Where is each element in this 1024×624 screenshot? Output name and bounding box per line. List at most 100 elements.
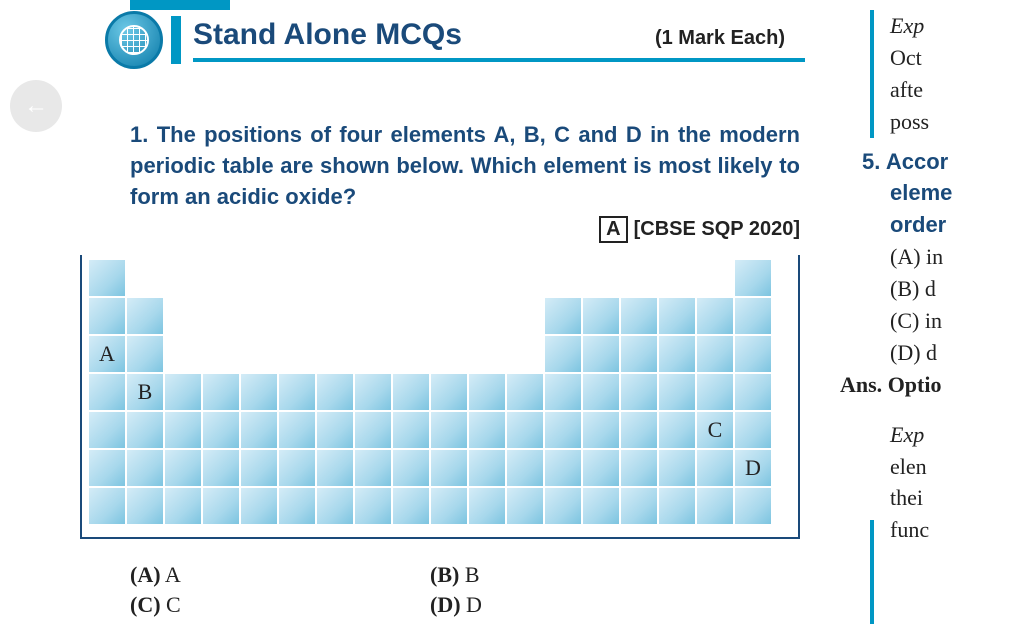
pt-cell — [658, 411, 696, 449]
pt-cell — [316, 487, 354, 525]
pt-cell — [582, 411, 620, 449]
pt-cell — [316, 411, 354, 449]
page: ← Stand Alone MCQs (1 Mark Each) 1. The … — [0, 0, 1024, 624]
table-border-left — [80, 255, 82, 539]
option-d[interactable]: (D) D — [430, 592, 482, 618]
pt-cell — [202, 373, 240, 411]
pt-cell — [506, 487, 544, 525]
q5-option-d[interactable]: (D) d — [890, 337, 1024, 369]
option-a-label: (A) — [130, 562, 161, 587]
pt-cell — [88, 487, 126, 525]
question-1: 1. The positions of four elements A, B, … — [130, 120, 800, 243]
pt-cell — [88, 373, 126, 411]
rc-exp-heading: Exp — [890, 10, 1024, 42]
periodic-table: ABCD — [80, 255, 800, 555]
nav-back-button[interactable]: ← — [10, 80, 62, 132]
pt-cell — [316, 373, 354, 411]
pt-cell — [354, 411, 392, 449]
pt-cell — [354, 449, 392, 487]
pt-cell — [240, 411, 278, 449]
question-source: A[CBSE SQP 2020] — [130, 216, 800, 243]
pt-cell — [164, 411, 202, 449]
pt-cell — [696, 335, 734, 373]
option-c[interactable]: (C) C — [130, 592, 181, 618]
pt-cell — [734, 487, 772, 525]
pt-cell — [620, 449, 658, 487]
pt-cell — [582, 335, 620, 373]
rc-line: thei — [890, 482, 1024, 514]
pt-cell — [620, 411, 658, 449]
pt-cell — [430, 373, 468, 411]
right-column: Exp Oct afte poss 5. Accor eleme order (… — [890, 10, 1024, 546]
q5-option-b[interactable]: (B) d — [890, 273, 1024, 305]
pt-cell — [240, 487, 278, 525]
pt-cell — [696, 297, 734, 335]
source-tag: A — [599, 216, 627, 243]
pt-cell-A: A — [88, 335, 126, 373]
pt-cell — [88, 411, 126, 449]
q5-text-a: Accor — [886, 149, 948, 174]
globe-inner-icon — [119, 25, 149, 55]
pt-cell — [88, 449, 126, 487]
pt-cell — [126, 335, 164, 373]
pt-cell — [468, 487, 506, 525]
pt-cell — [696, 449, 734, 487]
pt-cell — [468, 449, 506, 487]
pt-cell — [278, 373, 316, 411]
pt-cell — [658, 373, 696, 411]
pt-cell — [126, 411, 164, 449]
pt-cell — [734, 373, 772, 411]
rc-line: elen — [890, 451, 1024, 483]
pt-cell — [392, 411, 430, 449]
pt-cell-B: B — [126, 373, 164, 411]
pt-cell — [392, 487, 430, 525]
pt-cell — [544, 411, 582, 449]
q5-option-c[interactable]: (C) in — [890, 305, 1024, 337]
pt-cell — [658, 487, 696, 525]
pt-cell — [734, 297, 772, 335]
q5-option-a[interactable]: (A) in — [890, 241, 1024, 273]
arrow-left-icon: ← — [24, 93, 48, 120]
option-b[interactable]: (B) B — [430, 562, 480, 588]
pt-cell — [734, 259, 772, 297]
right-accent-bar-1 — [870, 10, 874, 138]
pt-cell — [620, 297, 658, 335]
q5-number: 5. — [862, 149, 880, 174]
pt-cell — [164, 373, 202, 411]
table-border-bottom — [80, 537, 800, 539]
pt-cell — [392, 449, 430, 487]
pt-cell — [544, 297, 582, 335]
pt-cell — [316, 449, 354, 487]
rc-exp2-heading: Exp — [890, 419, 1024, 451]
pt-cell-C: C — [696, 411, 734, 449]
pt-cell — [620, 373, 658, 411]
header-accent-bar — [130, 0, 230, 10]
pt-cell — [126, 487, 164, 525]
answer-label: Ans. — [840, 372, 882, 397]
question-number: 1. — [130, 122, 148, 147]
pt-cell — [506, 449, 544, 487]
option-c-text: C — [166, 592, 181, 617]
question-5: 5. Accor — [890, 146, 1024, 178]
question-body: The positions of four elements A, B, C a… — [130, 122, 800, 209]
option-d-text: D — [466, 592, 482, 617]
pt-cell — [126, 297, 164, 335]
rc-line: poss — [890, 106, 1024, 138]
periodic-grid: ABCD — [80, 255, 800, 555]
option-a[interactable]: (A) A — [130, 562, 181, 588]
option-a-text: A — [165, 562, 181, 587]
pt-cell — [658, 449, 696, 487]
pt-cell — [658, 335, 696, 373]
pt-cell — [734, 335, 772, 373]
q5-text-c: order — [890, 209, 1024, 241]
pt-cell — [582, 297, 620, 335]
pt-cell — [354, 487, 392, 525]
option-b-text: B — [465, 562, 480, 587]
rc-line: afte — [890, 74, 1024, 106]
pt-cell — [354, 373, 392, 411]
pt-cell — [658, 297, 696, 335]
option-b-label: (B) — [430, 562, 459, 587]
pt-cell — [126, 449, 164, 487]
q5-text-b: eleme — [890, 177, 1024, 209]
question-text: 1. The positions of four elements A, B, … — [130, 120, 800, 212]
